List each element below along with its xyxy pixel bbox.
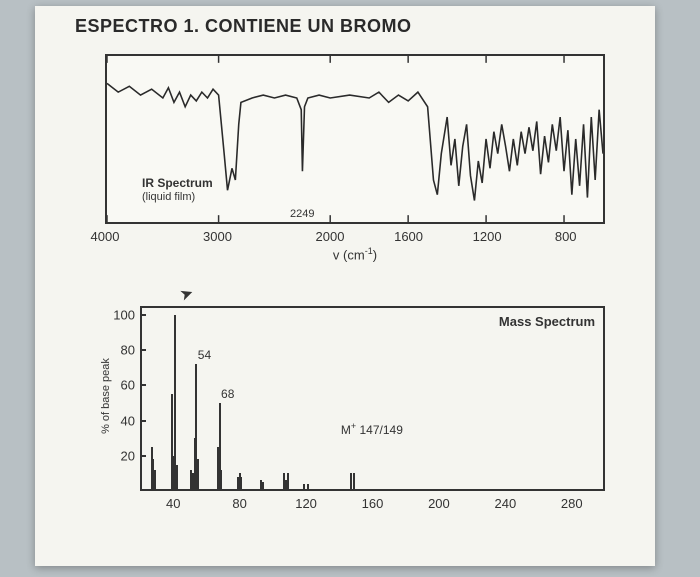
ir-xtick: 3000 — [203, 229, 232, 244]
ms-bar — [303, 484, 305, 491]
ms-bar — [350, 473, 352, 491]
ms-ytick-mark — [140, 314, 146, 316]
ms-xtick: 280 — [561, 496, 583, 511]
ms-bar — [197, 459, 199, 491]
ir-xlabel-sup: -1 — [365, 246, 373, 256]
ms-ytick-mark — [140, 349, 146, 351]
ms-bar — [353, 473, 355, 491]
ms-ytick-mark — [140, 384, 146, 386]
ms-xtick: 40 — [166, 496, 180, 511]
ms-bar — [220, 470, 222, 491]
ms-peak-label: 54 — [198, 348, 211, 362]
ms-peak-label: 68 — [221, 387, 234, 401]
ir-xlabel-close: ) — [373, 247, 377, 262]
ir-xtick: 2000 — [316, 229, 345, 244]
document-page: ESPECTRO 1. CONTIENE UN BROMO IR Spectru… — [35, 6, 655, 566]
ir-label: IR Spectrum — [142, 176, 213, 190]
ms-xtick: 200 — [428, 496, 450, 511]
ms-xtick: 80 — [232, 496, 246, 511]
mass-spectrum-panel: ➤ Mass Spectrum % of base peak M+ 147/14… — [80, 296, 605, 556]
ir-xtick: 800 — [555, 229, 577, 244]
ir-spectrum-panel: IR Spectrum (liquid film) 2249 4000 3000 2… — [80, 54, 605, 254]
ir-xtick: 4000 — [91, 229, 120, 244]
ms-bar — [307, 484, 309, 491]
ir-sublabel: (liquid film) — [142, 191, 195, 203]
ms-ytick-mark — [140, 455, 146, 457]
ms-ylabel: % of base peak — [100, 358, 112, 434]
ir-xtick: 1600 — [394, 229, 423, 244]
ir-xtick: 1200 — [473, 229, 502, 244]
ms-bar — [176, 465, 178, 491]
ir-frame: IR Spectrum (liquid film) 2249 — [105, 54, 605, 224]
ms-xtick: 120 — [295, 496, 317, 511]
ms-xaxis — [140, 489, 605, 491]
ms-plot-area — [140, 306, 605, 491]
ms-ytick-mark — [140, 420, 146, 422]
ir-xlabel-text: v (cm — [333, 247, 365, 262]
ms-bar — [262, 482, 264, 491]
ms-bar — [240, 477, 242, 491]
ms-mplus-rest: 147/149 — [356, 423, 403, 437]
ms-bar — [154, 470, 156, 491]
ms-ytick: 80 — [121, 343, 135, 358]
ms-ytick: 100 — [113, 307, 135, 322]
ms-bar — [287, 473, 289, 491]
ir-peak-label: 2249 — [290, 208, 314, 220]
cursor-icon: ➤ — [177, 282, 196, 305]
page-title: ESPECTRO 1. CONTIENE UN BROMO — [75, 16, 412, 37]
ir-xaxis-label: v (cm-1) — [333, 246, 377, 262]
ms-mplus-prefix: M — [341, 423, 351, 437]
ms-yaxis — [140, 306, 142, 491]
ms-ytick: 60 — [121, 378, 135, 393]
ms-xtick: 240 — [494, 496, 516, 511]
ms-ytick: 20 — [121, 448, 135, 463]
ms-xtick: 160 — [362, 496, 384, 511]
ms-molecular-ion-label: M+ 147/149 — [341, 421, 403, 437]
ms-ytick: 40 — [121, 413, 135, 428]
